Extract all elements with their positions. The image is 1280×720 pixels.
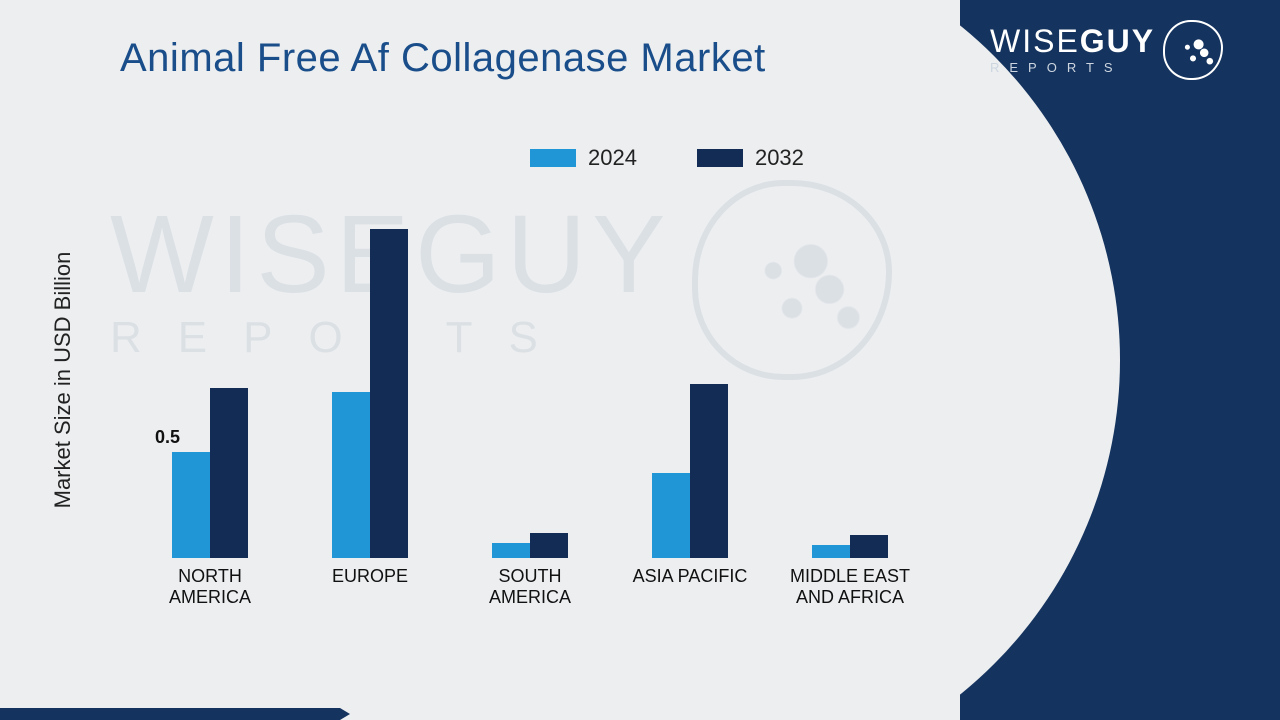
bar-2032 [850, 535, 888, 558]
y-axis-label: Market Size in USD Billion [50, 252, 76, 509]
chart-wrap: Market Size in USD Billion NORTH AMERICA… [60, 140, 940, 620]
category-label: SOUTH AMERICA [465, 566, 595, 607]
bar-2024 [812, 545, 850, 558]
bar-2032 [210, 388, 248, 558]
bar-2032 [530, 533, 568, 559]
bar-group: SOUTH AMERICA [475, 533, 585, 559]
chart-title: Animal Free Af Collagenase Market [120, 36, 766, 81]
category-label: MIDDLE EAST AND AFRICA [785, 566, 915, 607]
bar-chart: NORTH AMERICA0.5 EUROPE SOUTH AMERICA ASIA … [130, 220, 930, 560]
bar-group: NORTH AMERICA0.5 [155, 388, 265, 558]
bar-2024 [172, 452, 210, 558]
footer-accent-bar [0, 708, 340, 720]
brand-word2: GUY [1080, 23, 1155, 59]
brand-logo: WISEGUY REPORTS [990, 20, 1250, 80]
value-label: 0.5 [155, 427, 180, 448]
brand-head-icon [1163, 20, 1223, 80]
bar-2032 [370, 229, 408, 558]
bar-group: EUROPE [315, 229, 425, 558]
category-label: ASIA PACIFIC [625, 566, 755, 587]
bar-group: MIDDLE EAST AND AFRICA [795, 535, 905, 558]
canvas: WISEGUY REPORTS Animal Free Af Collagena… [0, 0, 1280, 720]
brand-word1: WISE [990, 23, 1080, 59]
category-label: EUROPE [305, 566, 435, 587]
bar-2024 [332, 392, 370, 558]
bar-2024 [652, 473, 690, 558]
bar-2032 [690, 384, 728, 558]
brand-sub: REPORTS [990, 61, 1155, 75]
bar-2024 [492, 543, 530, 558]
category-label: NORTH AMERICA [145, 566, 275, 607]
bar-group: ASIA PACIFIC [635, 384, 745, 558]
